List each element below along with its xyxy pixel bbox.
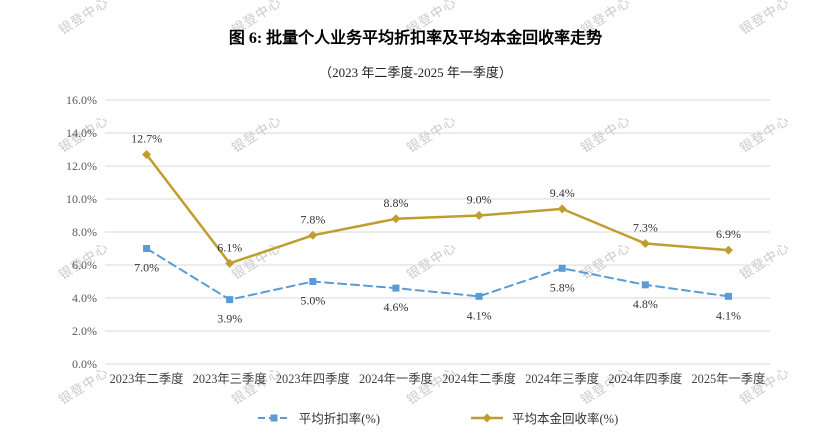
chart-legend: 平均折扣率(%) 平均本金回收率(%) — [105, 408, 770, 427]
data-point-marker — [391, 214, 401, 224]
figure-title: 图 6: 批量个人业务平均折扣率及平均本金回收率走势 — [228, 30, 603, 47]
data-point-marker — [143, 245, 151, 252]
data-point-marker — [308, 230, 318, 240]
data-point-marker — [475, 292, 483, 300]
x-axis-category-label: 2024年一季度 — [359, 371, 433, 386]
y-axis-tick-label: 4.0% — [72, 291, 97, 305]
y-axis-tick-label: 14.0% — [66, 126, 97, 140]
data-label: 8.8% — [383, 196, 408, 210]
data-label: 9.0% — [467, 193, 492, 207]
legend-label: 平均折扣率(%) — [298, 412, 380, 426]
data-point-marker — [309, 278, 317, 285]
data-label: 12.7% — [131, 131, 162, 145]
x-axis-category-label: 2024年三季度 — [525, 371, 599, 386]
data-label: 9.4% — [550, 186, 575, 200]
data-point-marker — [392, 284, 400, 292]
x-axis-category-label: 2023年三季度 — [193, 371, 267, 386]
data-point-marker — [724, 292, 732, 300]
data-point-marker — [640, 239, 650, 249]
data-point-marker — [226, 296, 234, 304]
data-label: 4.6% — [383, 300, 408, 314]
data-point-marker — [474, 211, 484, 220]
y-axis-tick-label: 2.0% — [72, 324, 97, 338]
data-label: 5.8% — [550, 280, 575, 294]
data-point-marker — [641, 281, 649, 289]
y-axis-tick-label: 6.0% — [72, 258, 97, 272]
data-label: 4.8% — [633, 297, 658, 311]
data-label: 6.1% — [217, 240, 242, 254]
figure-subtitle: （2023 年二季度-2025 年一季度） — [319, 65, 512, 80]
data-label: 7.3% — [633, 221, 658, 235]
x-axis-category-label: 2023年二季度 — [110, 371, 184, 386]
x-axis-category-label: 2024年四季度 — [608, 371, 682, 386]
data-point-marker — [557, 204, 567, 214]
data-label: 7.0% — [134, 261, 159, 275]
data-label: 5.0% — [300, 294, 325, 308]
y-axis-tick-label: 0.0% — [72, 357, 97, 371]
data-point-marker — [142, 149, 152, 159]
y-axis-tick-label: 10.0% — [66, 192, 97, 206]
legend-item: 平均本金回收率(%) — [470, 408, 618, 427]
series-line-discount-rate — [145, 247, 730, 301]
y-axis-tick-label: 12.0% — [66, 159, 97, 173]
x-axis-category-label: 2024年二季度 — [442, 371, 516, 386]
data-label: 3.9% — [217, 312, 242, 326]
legend-item: 平均折扣率(%) — [257, 408, 380, 427]
y-axis-tick-label: 16.0% — [66, 93, 97, 107]
legend-marker-icon — [471, 413, 503, 422]
series-line-recovery-rate — [145, 153, 730, 265]
data-label: 7.8% — [300, 212, 325, 226]
legend-label: 平均本金回收率(%) — [512, 412, 619, 426]
data-point-marker — [723, 245, 733, 255]
legend-marker-icon — [257, 414, 290, 421]
x-axis-category-label: 2023年四季度 — [276, 371, 350, 386]
data-label: 6.9% — [716, 227, 741, 241]
data-label: 4.1% — [716, 308, 741, 322]
y-axis-tick-label: 8.0% — [72, 225, 97, 239]
data-point-marker — [558, 264, 566, 272]
x-axis-category-label: 2025年一季度 — [692, 371, 766, 386]
data-point-marker — [225, 258, 235, 268]
data-label: 4.1% — [467, 308, 492, 322]
